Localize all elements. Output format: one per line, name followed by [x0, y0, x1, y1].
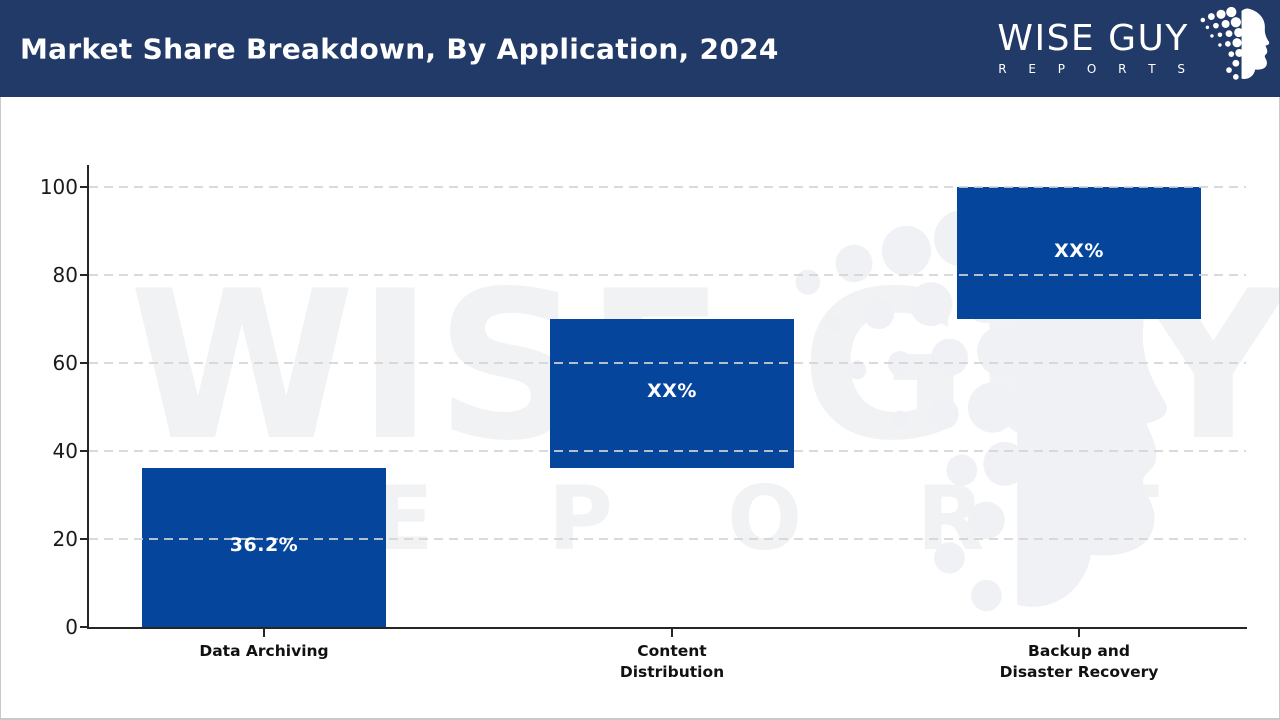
gridline: [89, 450, 1246, 452]
y-tick-mark: [80, 274, 87, 276]
bar-value-label: XX%: [647, 380, 697, 403]
gridline: [89, 362, 1246, 364]
x-category-label-line: Distribution: [619, 663, 725, 681]
x-category-label-line: Content: [637, 642, 707, 660]
x-tick-mark: [263, 629, 265, 637]
wiseguy-logo-line1: WISE GUY: [997, 18, 1189, 59]
wiseguy-face-logo-icon: [1200, 6, 1270, 80]
gridline: [89, 538, 1246, 540]
y-tick-mark: [80, 450, 87, 452]
y-tick-label: 40: [52, 439, 78, 463]
y-tick-label: 100: [39, 175, 78, 199]
bar-value-label: XX%: [1054, 240, 1104, 262]
y-tick-label: 60: [52, 351, 78, 375]
x-category-label-line: Backup and: [1028, 642, 1130, 660]
x-category-label-line: Data Archiving: [199, 642, 329, 660]
page-title: Market Share Breakdown, By Application, …: [20, 32, 779, 65]
x-category-label: Data Archiving: [104, 641, 424, 662]
wiseguy-logo-line2: R E P O R T S: [998, 62, 1194, 76]
chart-panel: WISE GUY R E P O R T S 0 20 40 60 80 100 36.2%…: [0, 97, 1280, 720]
gridline: [89, 186, 1246, 188]
bar-value-label: 36.2%: [229, 534, 299, 557]
y-tick-mark: [80, 362, 87, 364]
x-tick-mark: [671, 629, 673, 637]
y-tick-label: 80: [52, 263, 78, 287]
wiseguy-logo: WISE GUY R E P O R T S: [992, 0, 1270, 97]
y-tick-mark: [80, 626, 87, 628]
bar-2: [550, 319, 794, 468]
x-tick-mark: [1078, 629, 1080, 637]
bar-1: [142, 467, 386, 627]
y-tick-mark: [80, 186, 87, 188]
chart-area: 0 20 40 60 80 100 36.2% Data Archiving XX% Conten…: [1, 97, 1279, 718]
x-category-label: Backup and Disaster Recovery: [919, 641, 1239, 683]
y-tick-label: 20: [52, 527, 78, 551]
y-axis-line: [87, 165, 89, 629]
x-category-label-line: Disaster Recovery: [999, 663, 1159, 681]
y-tick-mark: [80, 538, 87, 540]
y-tick-label: 0: [65, 615, 78, 639]
x-axis-line: [87, 627, 1247, 629]
gridline: [89, 274, 1246, 276]
x-category-label: Content Distribution: [512, 641, 832, 683]
wiseguy-logo-text: WISE GUY R E P O R T S: [992, 18, 1194, 77]
header-bar: Market Share Breakdown, By Application, …: [0, 0, 1280, 97]
